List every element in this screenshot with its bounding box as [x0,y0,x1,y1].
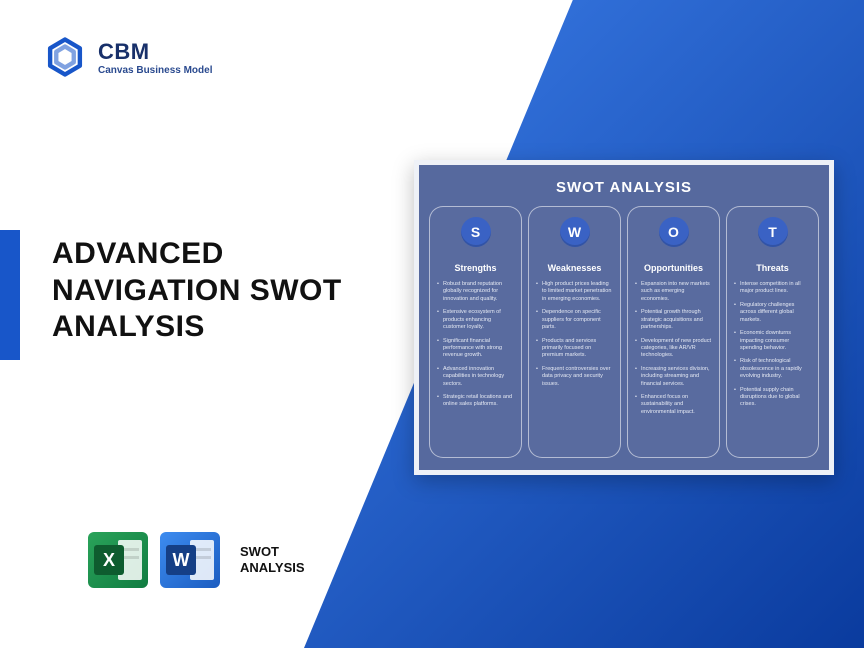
list-item: Expansion into new markets such as emerg… [635,281,712,309]
logo-title: CBM [98,39,212,65]
swot-heading-threats: Threats [756,263,789,273]
list-item: Risk of technological obsolescence in a … [734,358,811,386]
swot-items-threats: Intense competition in all major product… [734,281,811,415]
page-title: ADVANCED NAVIGATION SWOT ANALYSIS [52,236,392,346]
list-item: Products and services primarily focused … [536,338,613,366]
logo-icon [44,36,86,78]
list-item: Economic downturns impacting consumer sp… [734,330,811,358]
swot-heading-weaknesses: Weaknesses [548,263,602,273]
excel-letter: X [94,545,124,575]
list-item: Dependence on specific suppliers for com… [536,309,613,337]
list-item: High product prices leading to limited m… [536,281,613,309]
swot-col-strengths: S Strengths Robust brand reputation glob… [429,206,522,458]
list-item: Potential growth through strategic acqui… [635,309,712,337]
list-item: Strategic retail locations and online sa… [437,394,514,415]
swot-label: SWOT ANALYSIS [240,544,305,575]
excel-badge: X [88,532,148,588]
logo-area: CBM Canvas Business Model [44,36,212,78]
swot-letter-s: S [461,217,491,247]
list-item: Advanced innovation capabilities in tech… [437,366,514,394]
list-item: Potential supply chain disruptions due t… [734,387,811,415]
list-item: Robust brand reputation globally recogni… [437,281,514,309]
list-item: Extensive ecosystem of products enhancin… [437,309,514,337]
swot-letter-o: O [659,217,689,247]
word-letter: W [166,545,196,575]
swot-col-opportunities: O Opportunities Expansion into new marke… [627,206,720,458]
swot-letter-w: W [560,217,590,247]
swot-label-line1: SWOT [240,544,305,560]
list-item: Increasing services division, including … [635,366,712,394]
list-item: Frequent controversies over data privacy… [536,366,613,394]
list-item: Development of new product categories, l… [635,338,712,366]
swot-col-weaknesses: W Weaknesses High product prices leading… [528,206,621,458]
swot-heading-strengths: Strengths [454,263,496,273]
swot-heading-opportunities: Opportunities [644,263,703,273]
swot-col-threats: T Threats Intense competition in all maj… [726,206,819,458]
word-badge: W [160,532,220,588]
swot-card-title: SWOT ANALYSIS [429,179,819,196]
logo-text: CBM Canvas Business Model [98,39,212,76]
logo-subtitle: Canvas Business Model [98,65,212,76]
swot-items-weaknesses: High product prices leading to limited m… [536,281,613,394]
badge-row: X W SWOT ANALYSIS [88,532,305,588]
swot-label-line2: ANALYSIS [240,560,305,576]
swot-letter-t: T [758,217,788,247]
list-item: Significant financial performance with s… [437,338,514,366]
swot-card: SWOT ANALYSIS S Strengths Robust brand r… [414,160,834,475]
swot-items-opportunities: Expansion into new markets such as emerg… [635,281,712,422]
list-item: Enhanced focus on sustainability and env… [635,394,712,422]
list-item: Regulatory challenges across different g… [734,302,811,330]
swot-items-strengths: Robust brand reputation globally recogni… [437,281,514,415]
swot-columns: S Strengths Robust brand reputation glob… [429,206,819,458]
page-canvas: CBM Canvas Business Model ADVANCED NAVIG… [0,0,864,648]
left-accent-bar [0,230,20,360]
list-item: Intense competition in all major product… [734,281,811,302]
